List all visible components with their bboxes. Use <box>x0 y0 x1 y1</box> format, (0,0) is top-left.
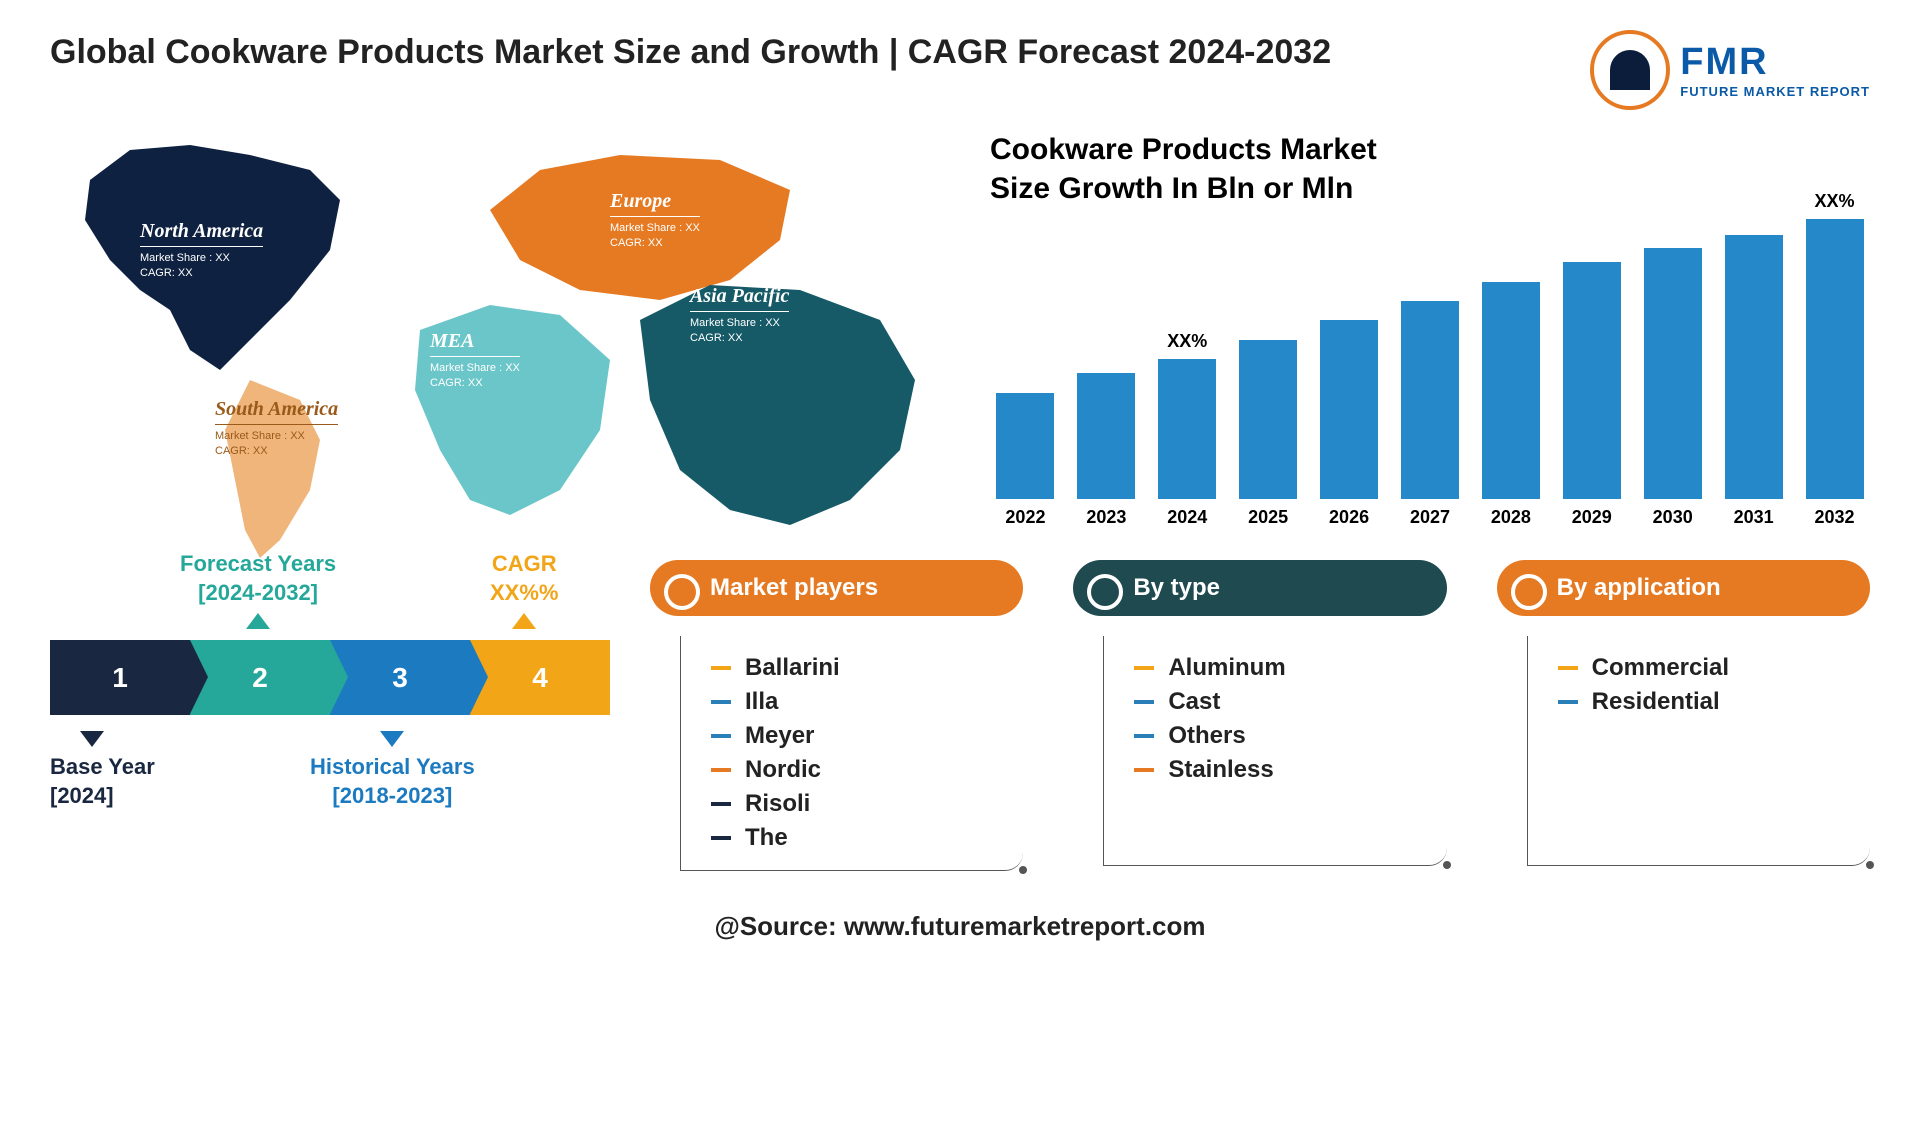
timeline-infographic: Forecast Years [2024-2032] CAGR XX%% 123… <box>50 560 610 715</box>
timeline-segment-1: 1 <box>50 640 190 715</box>
bar-2030: 2030 <box>1637 248 1708 528</box>
bar-2032: XX%2032 <box>1799 219 1870 528</box>
forecast-years-label: Forecast Years [2024-2032] <box>180 550 336 635</box>
segment-item: Others <box>1134 722 1446 750</box>
segment-item: Risoli <box>711 790 1023 818</box>
logo-main-text: FMR <box>1680 41 1870 84</box>
bar-2022: 2022 <box>990 393 1061 528</box>
segment-item: The <box>711 824 1023 852</box>
segment-0: Market players Ballarini Illa Meyer Nordic Ri… <box>650 560 1023 871</box>
region-label-mea: MEAMarket Share : XXCAGR: XX <box>430 330 520 392</box>
growth-bar-chart: Cookware Products Market Size Growth In … <box>990 130 1870 530</box>
bar-2029: 2029 <box>1556 262 1627 528</box>
timeline-segment-3: 3 <box>330 640 470 715</box>
bar-2025: 2025 <box>1233 340 1304 528</box>
base-year-label: Base Year [2024] <box>50 725 155 810</box>
segment-item: Ballarini <box>711 654 1023 682</box>
bar-2024: XX%2024 <box>1152 359 1223 528</box>
bar-2023: 2023 <box>1071 373 1142 528</box>
segment-item: Nordic <box>711 756 1023 784</box>
segment-item: Aluminum <box>1134 654 1446 682</box>
logo-sub-text: FUTURE MARKET REPORT <box>1680 84 1870 99</box>
fmr-logo: FMR FUTURE MARKET REPORT <box>1590 30 1870 110</box>
segment-pill: Market players <box>650 560 1023 616</box>
page-title: Global Cookware Products Market Size and… <box>50 30 1331 74</box>
bar-2027: 2027 <box>1395 301 1466 528</box>
cagr-label: CAGR XX%% <box>490 550 558 635</box>
region-label-sa: South AmericaMarket Share : XXCAGR: XX <box>215 398 338 460</box>
segment-item: Cast <box>1134 688 1446 716</box>
region-label-ap: Asia PacificMarket Share : XXCAGR: XX <box>690 285 789 347</box>
source-attribution: @Source: www.futuremarketreport.com <box>50 911 1870 942</box>
region-label-na: North AmericaMarket Share : XXCAGR: XX <box>140 220 263 282</box>
bar-2026: 2026 <box>1314 320 1385 528</box>
segment-item: Illa <box>711 688 1023 716</box>
bar-2031: 2031 <box>1718 235 1789 528</box>
logo-icon <box>1590 30 1670 110</box>
chart-title: Cookware Products Market Size Growth In … <box>990 130 1390 208</box>
segment-1: By type Aluminum Cast Others Stainless <box>1073 560 1446 871</box>
segment-2: By application Commercial Residential <box>1497 560 1870 871</box>
region-label-eu: EuropeMarket Share : XXCAGR: XX <box>610 190 700 252</box>
timeline-segment-2: 2 <box>190 640 330 715</box>
world-map: North AmericaMarket Share : XXCAGR: XX So… <box>50 130 950 530</box>
bar-2028: 2028 <box>1475 282 1546 528</box>
historical-years-label: Historical Years [2018-2023] <box>310 725 475 810</box>
timeline-segment-4: 4 <box>470 640 610 715</box>
segment-item: Stainless <box>1134 756 1446 784</box>
segment-item: Residential <box>1558 688 1870 716</box>
segment-pill: By application <box>1497 560 1870 616</box>
segment-pill: By type <box>1073 560 1446 616</box>
segment-item: Commercial <box>1558 654 1870 682</box>
segment-item: Meyer <box>711 722 1023 750</box>
